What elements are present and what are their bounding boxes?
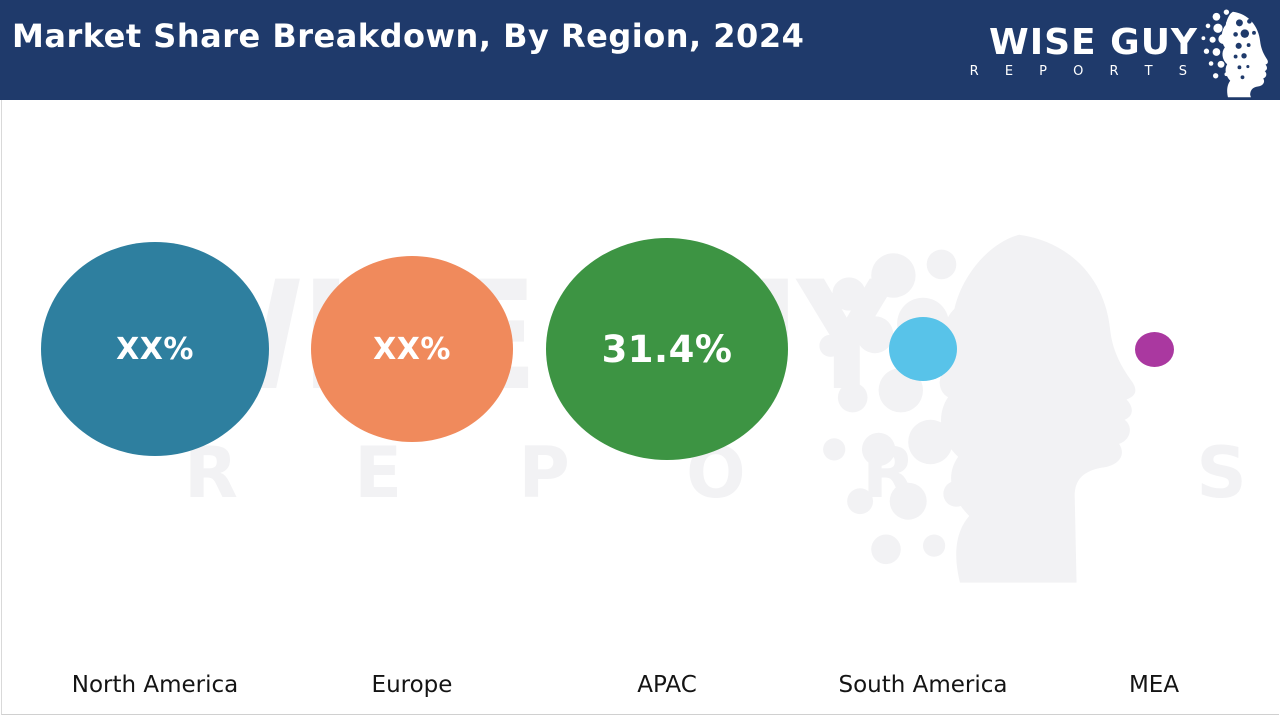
logo-tagline: R E P O R T S [969,64,1198,79]
watermark-head-icon [819,234,1136,583]
bubble-mea [1134,331,1174,367]
bubble-chart: WISE GUY R E P O R T S XX% North America X… [1,100,1279,715]
category-label-north-america: North America [71,672,239,698]
bubble-north-america: XX% [41,242,269,456]
logo-head-icon [1201,9,1268,98]
bubble-south-america [889,317,957,381]
logo-text: WISE GUY R E P O R T S [966,22,1198,80]
bubble-value-label: XX% [373,331,451,367]
wise-guy-logo: WISE GUY R E P O R T S [966,6,1270,98]
header-bar: Market Share Breakdown, By Region, 2024 … [0,0,1280,100]
bubble-value-label: XX% [116,331,194,367]
category-label-mea: MEA [1128,672,1180,698]
category-label-south-america: South America [838,672,1008,698]
bubble-europe: XX% [311,256,513,442]
bubble-value-label: 31.4% [601,327,733,371]
logo-name: WISE GUY [988,22,1198,63]
bubble-apac: 31.4% [546,238,788,460]
page-title: Market Share Breakdown, By Region, 2024 [12,17,805,55]
category-label-apac: APAC [637,672,697,698]
category-label-europe: Europe [371,672,453,698]
